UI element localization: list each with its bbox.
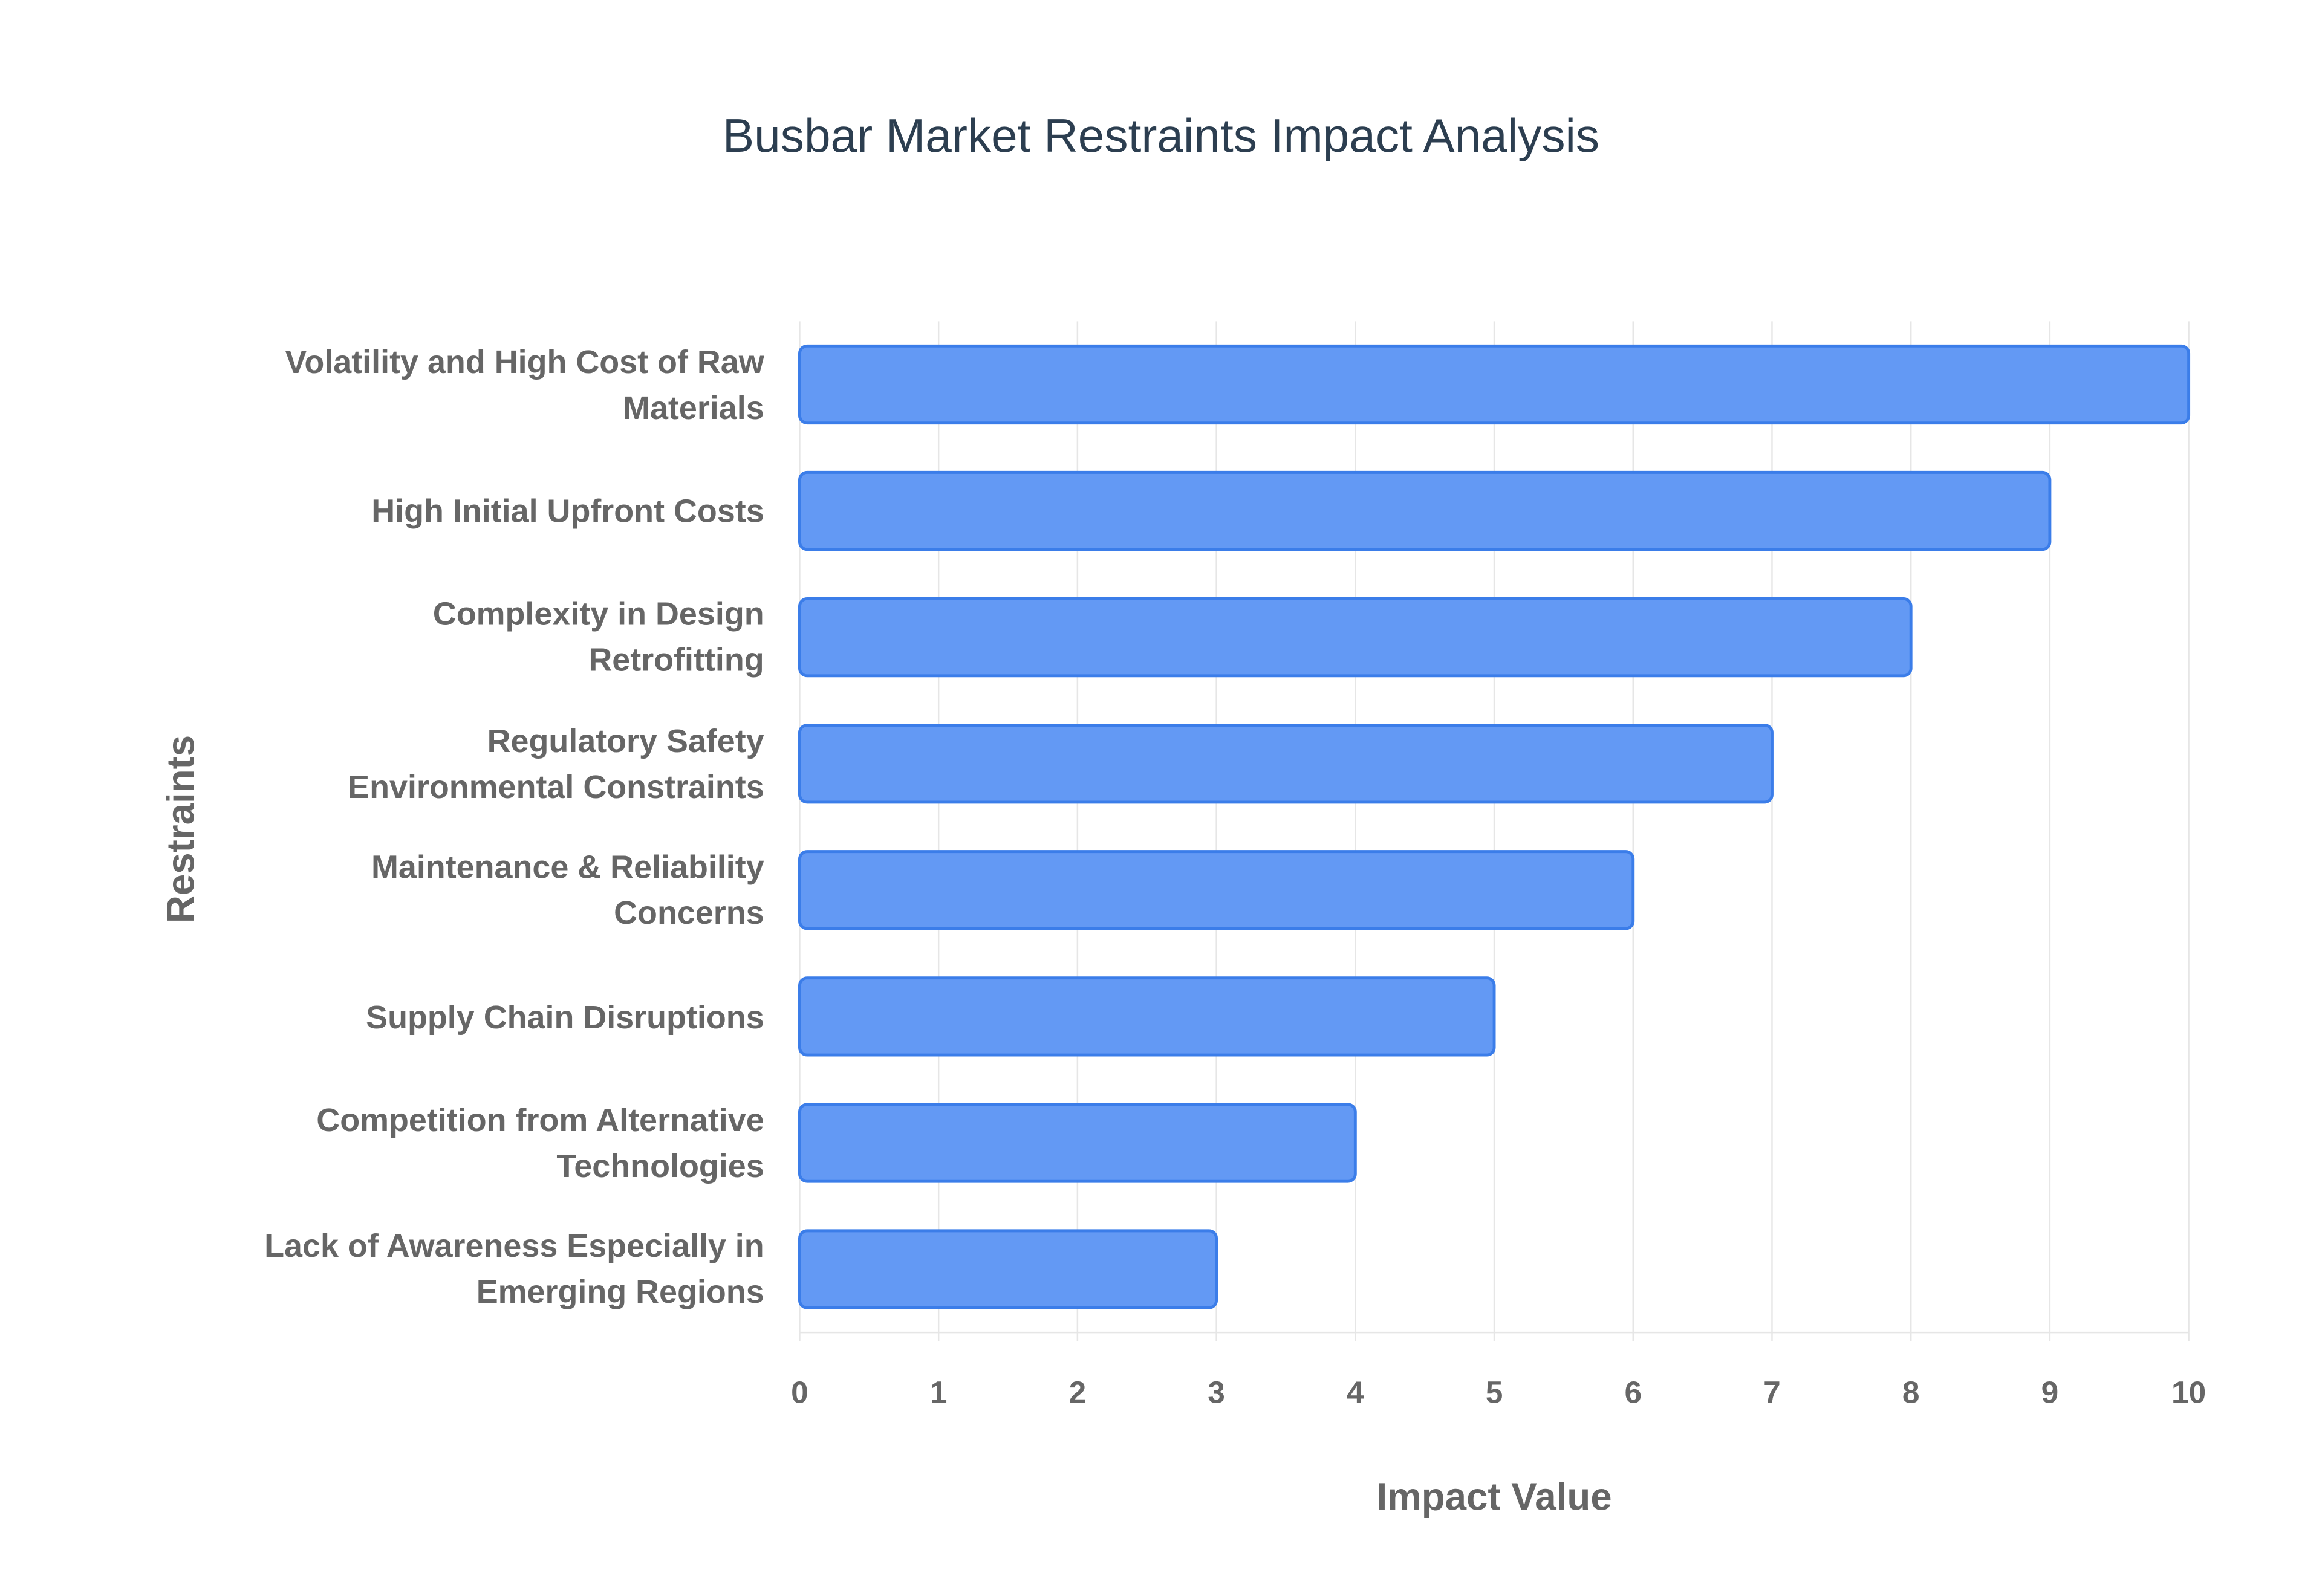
x-tick-label: 3 xyxy=(1208,1375,1225,1410)
x-axis-title: Impact Value xyxy=(1376,1476,1611,1519)
bar xyxy=(798,344,2191,425)
bar xyxy=(798,1103,1357,1183)
y-tick-label: Complexity in Design Retrofitting xyxy=(432,595,764,679)
y-tick-label: High Initial Upfront Costs xyxy=(371,492,764,530)
x-tick-label: 2 xyxy=(1069,1375,1087,1410)
x-tick-label: 7 xyxy=(1763,1375,1781,1410)
y-tick-label: Regulatory Safety Environmental Constrai… xyxy=(348,722,764,805)
bar xyxy=(798,597,1913,678)
chart-title: Busbar Market Restraints Impact Analysis xyxy=(723,109,1599,162)
x-tick-label: 10 xyxy=(2171,1375,2206,1410)
x-tick-label: 6 xyxy=(1624,1375,1642,1410)
y-tick-label: Supply Chain Disruptions xyxy=(366,997,764,1036)
y-tick-label: Maintenance & Reliability Concerns xyxy=(371,848,764,932)
x-tick-label: 1 xyxy=(930,1375,948,1410)
y-tick-label: Volatility and High Cost of Raw Material… xyxy=(285,343,764,426)
x-tick-label: 5 xyxy=(1486,1375,1503,1410)
y-tick-label: Competition from Alternative Technologie… xyxy=(316,1101,764,1185)
bar xyxy=(798,850,1635,930)
bar xyxy=(798,976,1496,1057)
bar xyxy=(798,1229,1218,1309)
x-tick-label: 4 xyxy=(1347,1375,1364,1410)
bar xyxy=(798,470,2052,551)
x-tick-label: 8 xyxy=(1902,1375,1920,1410)
y-axis-title: Restraints xyxy=(159,735,202,923)
x-tick-label: 0 xyxy=(791,1375,808,1410)
y-tick-label: Lack of Awareness Especially in Emerging… xyxy=(264,1227,764,1311)
bar xyxy=(798,724,1774,804)
x-tick-label: 9 xyxy=(2041,1375,2059,1410)
